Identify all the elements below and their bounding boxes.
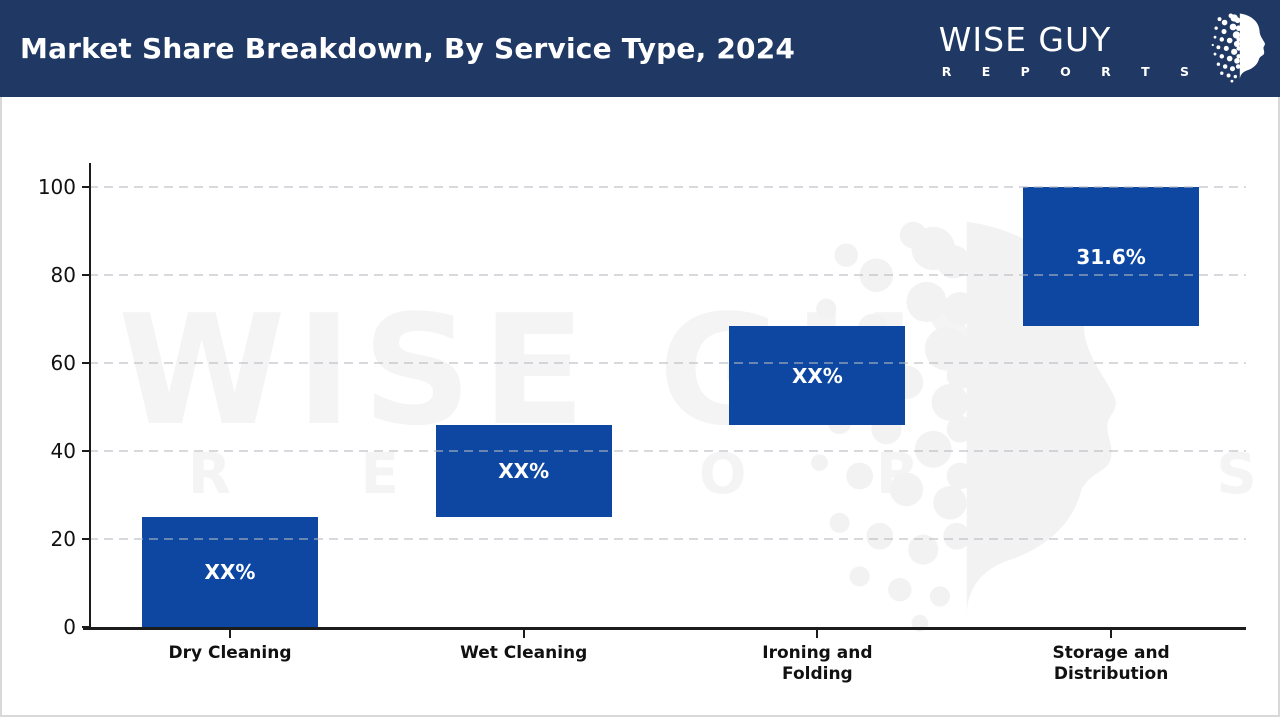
bar-value-label: XX% <box>498 459 550 484</box>
y-tick-label: 0 <box>63 615 76 639</box>
category-label-line: Distribution <box>1053 664 1169 684</box>
x-tick-mark <box>229 630 231 638</box>
category-label-line: Ironing and <box>762 643 873 663</box>
bar-value-label: XX% <box>204 560 256 584</box>
header-banner: Market Share Breakdown, By Service Type,… <box>0 0 1280 97</box>
y-tick-label: 60 <box>50 350 76 375</box>
y-tick-label: 100 <box>37 174 76 199</box>
bar-1 <box>142 517 318 627</box>
y-tick-label: 20 <box>50 526 76 551</box>
gridline-40 <box>89 450 1246 452</box>
bar-2 <box>435 425 612 517</box>
y-axis-line <box>89 163 91 630</box>
x-tick-mark <box>522 630 525 638</box>
category-label-line: Storage and <box>1052 643 1170 663</box>
category-label: Dry Cleaning <box>110 643 350 664</box>
gridline-100 <box>89 185 1246 188</box>
y-tick-mark <box>82 626 89 628</box>
wiseguy-logo: WISE GUY R E P O R T S <box>939 4 1268 94</box>
category-label-line: Wet Cleaning <box>460 643 588 663</box>
y-tick-mark <box>82 361 89 364</box>
chart-title: Market Share Breakdown, By Service Type,… <box>20 32 796 65</box>
gridline-20 <box>89 538 1246 540</box>
category-label: Storage and Distribution <box>991 643 1231 685</box>
bar-value-label: XX% <box>791 363 843 388</box>
plot-area: XX% XX% XX% 31.6% <box>89 163 1246 627</box>
x-axis-line <box>83 627 1246 630</box>
y-tick-mark <box>82 273 89 276</box>
logo-face-icon <box>1206 9 1268 89</box>
category-label: Ironing and Folding <box>697 643 937 685</box>
logo-wordmark: WISE GUY <box>938 19 1112 59</box>
gridline-60 <box>89 362 1246 364</box>
x-tick-mark <box>816 630 819 638</box>
y-tick-mark <box>82 449 89 452</box>
logo-subtext: R E P O R T S <box>941 63 1202 79</box>
bar-value-label: 31.6% <box>1076 244 1146 269</box>
y-tick-mark <box>82 537 89 540</box>
category-label: Wet Cleaning <box>404 643 644 664</box>
category-label-line: Folding <box>782 664 853 684</box>
logo-text-block: WISE GUY R E P O R T S <box>939 20 1202 79</box>
category-label-line: Dry Cleaning <box>168 643 292 663</box>
y-tick-mark <box>82 185 89 188</box>
x-tick-mark <box>1110 630 1113 638</box>
y-tick-label: 80 <box>50 262 76 287</box>
gridline-80 <box>89 274 1246 276</box>
y-tick-label: 40 <box>50 438 76 463</box>
